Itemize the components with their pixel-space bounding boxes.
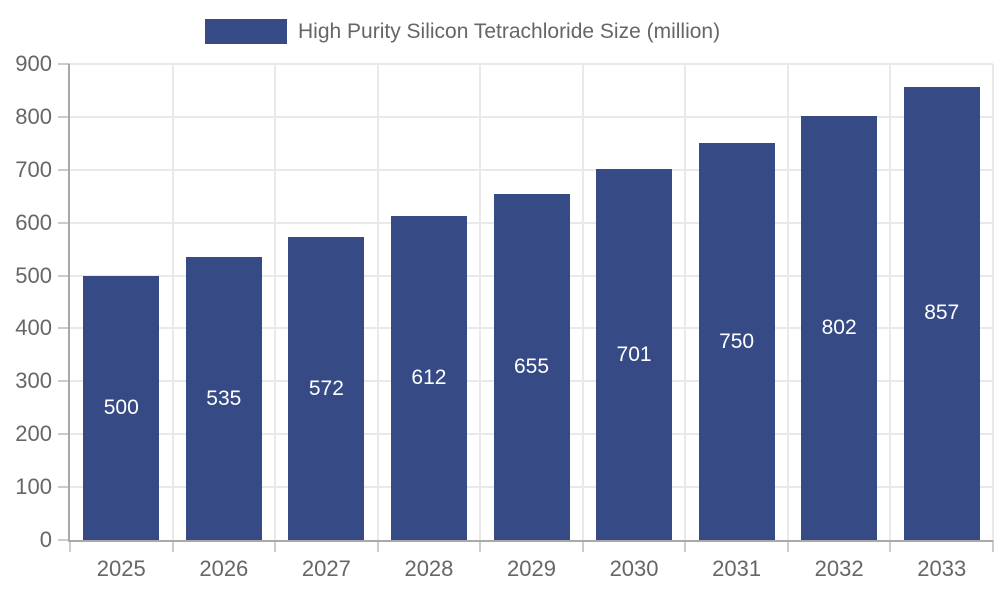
x-axis-tick xyxy=(69,540,71,552)
x-axis-tick-label: 2030 xyxy=(609,556,659,581)
bar-value-label: 802 xyxy=(821,315,857,339)
y-axis-tick xyxy=(58,433,70,436)
bar-value-label: 857 xyxy=(924,301,960,325)
bar xyxy=(83,275,160,540)
x-axis-tick-label: 2026 xyxy=(199,556,249,581)
x-axis-tick-label: 2029 xyxy=(507,556,556,581)
x-axis-tick-label: 2027 xyxy=(301,556,351,581)
bar xyxy=(288,237,365,540)
bar-value-label: 572 xyxy=(308,376,344,400)
x-axis-tick xyxy=(274,540,277,552)
x-axis-tick-label: 2033 xyxy=(917,556,967,581)
y-axis-tick-label: 600 xyxy=(15,209,52,235)
legend-swatch xyxy=(205,19,287,44)
x-axis-tick xyxy=(786,540,789,552)
x-axis-tick-label: 2028 xyxy=(404,556,454,581)
bar xyxy=(596,169,673,540)
legend-label: High Purity Silicon Tetrachloride Size (… xyxy=(298,19,721,43)
x-axis-tick xyxy=(992,540,994,552)
y-axis-tick-label: 900 xyxy=(15,51,52,76)
gridline-vertical xyxy=(684,64,687,540)
bar xyxy=(801,115,878,540)
y-axis-tick xyxy=(58,63,70,65)
x-axis-line xyxy=(68,540,993,542)
bar xyxy=(185,257,262,540)
y-axis-line xyxy=(68,64,70,542)
y-axis-tick-label: 800 xyxy=(15,103,52,129)
x-axis-tick-label: 2032 xyxy=(814,556,864,581)
gridline-vertical xyxy=(479,64,482,540)
y-axis-tick xyxy=(58,539,70,541)
gridline-horizontal xyxy=(70,115,993,118)
y-axis-tick xyxy=(58,327,70,330)
y-axis-tick-label: 0 xyxy=(39,527,52,552)
legend-item[interactable]: High Purity Silicon Tetrachloride Size (… xyxy=(205,19,720,44)
bar xyxy=(390,216,467,540)
x-axis-tick xyxy=(581,540,584,552)
bar-value-label: 612 xyxy=(411,366,447,390)
bar-value-label: 535 xyxy=(206,386,242,410)
gridline-vertical xyxy=(274,64,277,540)
x-axis-tick xyxy=(479,540,482,552)
y-axis-tick xyxy=(58,380,70,383)
gridline-vertical xyxy=(889,64,892,540)
y-axis-tick-label: 200 xyxy=(15,421,52,447)
plot-area: 0 100 200 300 400 500 600 700 800 900 2025 2026 2027… xyxy=(15,51,994,581)
y-axis-tick-label: 500 xyxy=(15,262,52,288)
gridline-horizontal xyxy=(70,63,993,65)
bar xyxy=(698,143,775,540)
x-axis-tick xyxy=(889,540,892,552)
x-axis-tick xyxy=(376,540,379,552)
bar-value-label: 701 xyxy=(616,342,652,366)
gridline-horizontal xyxy=(70,168,993,171)
gridline-vertical xyxy=(992,64,994,540)
y-axis-tick xyxy=(58,168,70,171)
y-axis-tick xyxy=(58,115,70,118)
y-axis-tick xyxy=(58,221,70,224)
x-axis-tick-label: 2025 xyxy=(96,556,146,581)
bar-value-label: 655 xyxy=(513,354,550,378)
bar xyxy=(493,193,570,540)
x-axis-tick xyxy=(684,540,687,552)
y-axis-tick xyxy=(58,486,70,489)
gridline-vertical xyxy=(581,64,584,540)
bar xyxy=(903,86,980,540)
y-axis-tick-label: 700 xyxy=(15,156,52,182)
y-axis-tick xyxy=(58,274,70,277)
gridline-vertical xyxy=(171,64,174,540)
x-axis-tick xyxy=(171,540,174,552)
y-axis-tick-label: 300 xyxy=(15,368,52,394)
bar-value-label: 500 xyxy=(103,395,139,419)
y-axis-tick-label: 100 xyxy=(15,474,52,500)
gridline-vertical xyxy=(376,64,379,540)
x-axis-tick-label: 2031 xyxy=(712,556,762,581)
gridline-vertical xyxy=(786,64,789,540)
bar-value-label: 750 xyxy=(719,329,755,353)
y-axis-tick-label: 400 xyxy=(15,315,52,341)
